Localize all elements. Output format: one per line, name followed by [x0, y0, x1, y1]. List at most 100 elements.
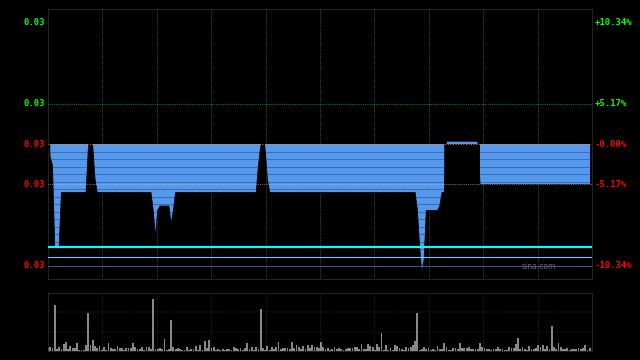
Bar	[184, 350, 186, 351]
Bar	[124, 350, 125, 351]
Bar	[307, 345, 308, 351]
Bar	[197, 350, 199, 351]
Bar	[332, 349, 333, 351]
Bar	[356, 347, 358, 351]
Bar	[486, 349, 488, 351]
Bar	[459, 343, 461, 351]
Bar	[58, 347, 60, 351]
Bar	[163, 339, 165, 351]
Text: 0.03: 0.03	[24, 18, 45, 27]
Bar	[72, 348, 74, 351]
Bar	[430, 350, 432, 351]
Bar	[228, 348, 230, 351]
Bar	[589, 348, 591, 351]
Bar	[340, 348, 342, 351]
Bar	[405, 347, 407, 351]
Bar	[551, 326, 552, 351]
Bar	[63, 345, 65, 351]
Bar	[522, 347, 524, 351]
Bar	[351, 348, 353, 351]
Bar	[562, 349, 564, 351]
Bar	[511, 348, 512, 351]
Bar	[255, 347, 257, 351]
Bar	[475, 349, 477, 351]
Bar	[266, 346, 268, 351]
Bar	[233, 347, 235, 351]
Bar	[488, 349, 490, 351]
Bar	[54, 305, 56, 351]
Bar	[190, 350, 192, 351]
Bar	[436, 346, 438, 351]
Bar	[333, 347, 335, 351]
Bar	[495, 349, 497, 351]
Bar	[499, 349, 501, 351]
Bar	[408, 348, 410, 351]
Bar	[246, 343, 248, 351]
Bar	[544, 349, 546, 351]
Bar	[423, 347, 425, 351]
Bar	[262, 348, 264, 351]
Bar	[146, 347, 147, 351]
Bar	[195, 346, 196, 351]
Text: -5.17%: -5.17%	[595, 180, 627, 189]
Bar	[533, 349, 534, 351]
Bar	[472, 349, 474, 351]
Bar	[385, 345, 387, 351]
Bar	[553, 347, 555, 351]
Bar	[573, 348, 575, 351]
Bar	[125, 347, 127, 351]
Bar	[76, 343, 78, 351]
Bar	[403, 350, 405, 351]
Bar	[83, 350, 84, 351]
Bar	[309, 348, 311, 351]
Bar	[159, 348, 161, 351]
Bar	[161, 348, 163, 351]
Bar	[170, 320, 172, 351]
Bar	[399, 348, 401, 351]
Bar	[99, 346, 100, 351]
Bar	[211, 348, 212, 351]
Bar	[172, 347, 174, 351]
Bar	[287, 348, 289, 351]
Bar	[349, 348, 351, 351]
Bar	[396, 346, 398, 351]
Bar	[441, 349, 443, 351]
Text: +10.34%: +10.34%	[595, 18, 632, 27]
Bar	[302, 346, 304, 351]
Bar	[542, 345, 543, 351]
Bar	[311, 345, 313, 351]
Bar	[157, 349, 159, 351]
Bar	[387, 350, 389, 351]
Bar	[85, 346, 87, 351]
Bar	[130, 347, 132, 351]
Bar	[112, 348, 114, 351]
Bar	[374, 350, 376, 351]
Bar	[49, 347, 51, 351]
Bar	[580, 349, 582, 351]
Bar	[134, 347, 136, 351]
Bar	[378, 347, 380, 351]
Bar	[121, 348, 123, 351]
Bar	[520, 349, 521, 351]
Bar	[587, 350, 588, 351]
Bar	[461, 347, 463, 351]
Bar	[235, 348, 237, 351]
Bar	[497, 347, 499, 351]
Bar	[526, 350, 528, 351]
Bar	[280, 349, 282, 351]
Bar	[504, 350, 506, 351]
Bar	[108, 343, 109, 351]
Bar	[582, 348, 584, 351]
Bar	[318, 348, 320, 351]
Bar	[260, 309, 262, 351]
Bar	[217, 349, 219, 351]
Bar	[470, 349, 472, 351]
Bar	[293, 348, 295, 351]
Bar	[360, 344, 362, 351]
Bar	[354, 347, 356, 351]
Bar	[575, 349, 577, 351]
Bar	[316, 347, 317, 351]
Bar	[548, 350, 550, 351]
Bar	[61, 348, 62, 351]
Bar	[166, 350, 168, 351]
